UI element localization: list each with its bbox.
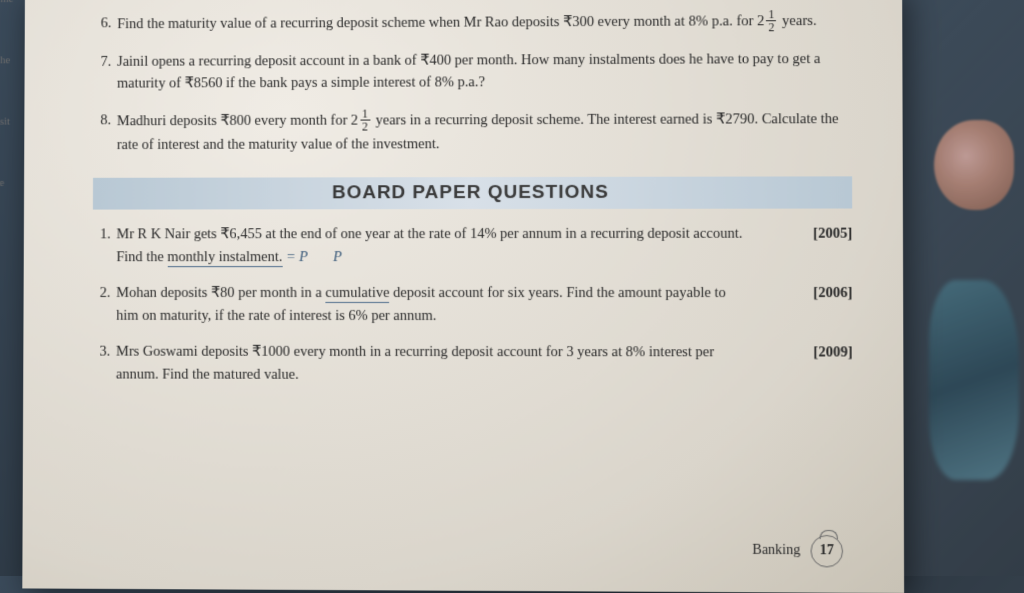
question-text: Mrs Goswami deposits ₹1000 every month i… bbox=[116, 341, 853, 387]
question-text: Mohan deposits ₹80 per month in a cumula… bbox=[116, 282, 852, 327]
question-8: 8. Madhuri deposits ₹800 every month for… bbox=[93, 107, 852, 156]
board-question-1: 1. Mr R K Nair gets ₹6,455 at the end of… bbox=[93, 223, 853, 268]
year-tag: [2006] bbox=[813, 282, 852, 305]
question-number: 2. bbox=[92, 282, 116, 327]
question-number: 8. bbox=[93, 109, 117, 156]
page-footer: Banking 17 bbox=[752, 535, 843, 568]
handwritten-annotation: P bbox=[333, 249, 342, 265]
year-tag: [2005] bbox=[813, 223, 852, 246]
question-text: Mr R K Nair gets ₹6,455 at the end of on… bbox=[116, 223, 852, 268]
underlined-text: monthly instalment. bbox=[167, 249, 282, 267]
question-text: Madhuri deposits ₹800 every month for 21… bbox=[117, 107, 852, 156]
margin-label: e bbox=[0, 177, 29, 189]
question-number: 6. bbox=[94, 12, 118, 37]
textbook-page: me he sit e 6. Find the maturity value o… bbox=[22, 0, 904, 593]
question-number: 1. bbox=[93, 224, 117, 269]
margin-label: sit bbox=[0, 116, 29, 128]
left-margin-labels: me he sit e bbox=[0, 0, 30, 238]
question-text: Jainil opens a recurring deposit account… bbox=[117, 48, 852, 96]
page-number-badge: 17 bbox=[811, 535, 844, 567]
underlined-text: cumulative bbox=[325, 285, 389, 303]
handwritten-annotation: = P bbox=[286, 249, 308, 265]
section-title-banner: BOARD PAPER QUESTIONS bbox=[93, 177, 852, 210]
board-question-3: 3. Mrs Goswami deposits ₹1000 every mont… bbox=[92, 341, 852, 387]
margin-label: me bbox=[0, 0, 29, 5]
question-6: 6. Find the maturity value of a recurrin… bbox=[94, 9, 852, 37]
fraction: 12 bbox=[360, 108, 370, 133]
page-number: 17 bbox=[820, 543, 834, 559]
board-question-2: 2. Mohan deposits ₹80 per month in a cum… bbox=[92, 282, 852, 327]
question-7: 7. Jainil opens a recurring deposit acco… bbox=[93, 48, 852, 96]
margin-label: he bbox=[0, 54, 30, 66]
question-number: 7. bbox=[93, 51, 117, 96]
chapter-label: Banking bbox=[752, 543, 800, 559]
question-text: Find the maturity value of a recurring d… bbox=[117, 9, 852, 37]
question-number: 3. bbox=[92, 341, 116, 386]
year-tag: [2009] bbox=[813, 342, 852, 365]
fraction: 12 bbox=[766, 8, 776, 33]
